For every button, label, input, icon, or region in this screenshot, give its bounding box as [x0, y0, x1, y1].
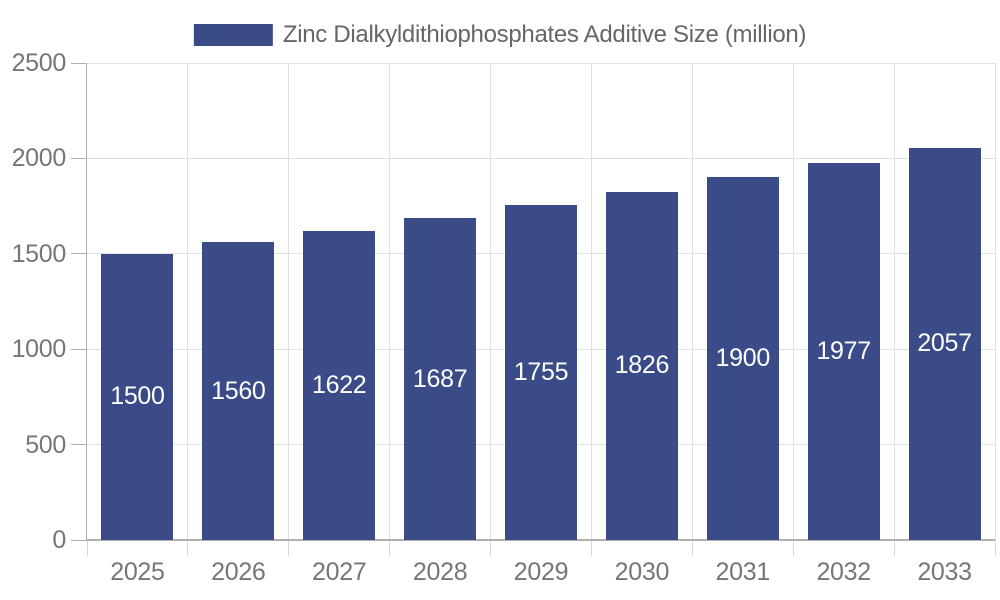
v-gridline: [490, 63, 492, 540]
bar-value-label: 1687: [412, 364, 468, 393]
x-axis-tick: [691, 540, 693, 556]
bar-2025[interactable]: 1500: [101, 253, 174, 540]
legend-item[interactable]: Zinc Dialkyldithiophosphates Additive Si…: [193, 21, 807, 49]
bar-value-label: 2057: [917, 329, 972, 358]
bar-value-label: 1900: [715, 344, 771, 373]
v-gridline: [288, 63, 290, 540]
v-gridline: [691, 63, 693, 540]
x-tick-label-2029: 2029: [513, 558, 569, 586]
x-tick-label-2032: 2032: [816, 558, 871, 586]
y-tick-label: 500: [25, 430, 66, 459]
y-axis-tick: [71, 157, 87, 159]
v-gridline: [792, 63, 794, 540]
y-axis-tick: [71, 539, 87, 541]
y-tick-label: 0: [52, 526, 66, 554]
bar-2031[interactable]: 1900: [706, 177, 779, 540]
h-gridline: [87, 157, 995, 159]
v-gridline: [389, 63, 391, 540]
x-axis-line: [85, 539, 995, 541]
x-axis-tick: [792, 540, 794, 556]
bar-2033[interactable]: 2057: [908, 147, 981, 540]
y-axis-tick: [71, 348, 87, 350]
bar-2028[interactable]: 1687: [404, 218, 477, 540]
v-gridline: [187, 63, 189, 540]
bar-value-label: 1826: [614, 351, 670, 380]
x-tick-label-2028: 2028: [412, 558, 468, 586]
bar-value-label: 1500: [110, 382, 165, 411]
x-axis-tick: [994, 540, 996, 556]
x-tick-label-2030: 2030: [614, 558, 670, 586]
y-tick-label: 2500: [11, 49, 67, 77]
x-tick-label-2027: 2027: [312, 558, 367, 586]
y-axis-tick: [71, 253, 87, 255]
bar-2030[interactable]: 1826: [605, 191, 678, 540]
v-gridline: [893, 63, 895, 540]
bar-value-label: 1755: [513, 358, 569, 387]
bar-2029[interactable]: 1755: [505, 205, 577, 540]
y-tick-label: 1000: [11, 335, 67, 364]
legend-swatch-icon: [193, 24, 273, 46]
x-axis-tick: [893, 540, 895, 556]
bar-value-label: 1977: [816, 336, 871, 365]
bar-value-label: 1622: [312, 370, 367, 399]
x-axis-tick: [389, 540, 391, 556]
x-axis-tick: [86, 540, 88, 556]
bar-value-label: 1560: [211, 376, 266, 405]
bar-2027[interactable]: 1622: [303, 230, 376, 540]
x-tick-label-2025: 2025: [110, 558, 165, 586]
y-tick-label: 2000: [11, 144, 67, 173]
v-gridline: [994, 63, 996, 540]
y-axis-tick: [71, 444, 87, 446]
bar-2032[interactable]: 1977: [807, 162, 880, 540]
x-axis-tick: [490, 540, 492, 556]
y-axis-tick: [71, 62, 87, 64]
x-axis-tick: [590, 540, 592, 556]
y-tick-label: 1500: [11, 239, 67, 268]
x-tick-label-2026: 2026: [211, 558, 266, 586]
x-axis-tick: [187, 540, 189, 556]
y-axis-line: [85, 63, 87, 541]
bar-2026[interactable]: 1560: [202, 242, 275, 540]
h-gridline: [87, 62, 995, 64]
x-tick-label-2033: 2033: [917, 558, 972, 586]
x-axis-tick: [288, 540, 290, 556]
legend-label: Zinc Dialkyldithiophosphates Additive Si…: [282, 21, 807, 48]
v-gridline: [590, 63, 592, 540]
x-tick-label-2031: 2031: [715, 558, 771, 586]
